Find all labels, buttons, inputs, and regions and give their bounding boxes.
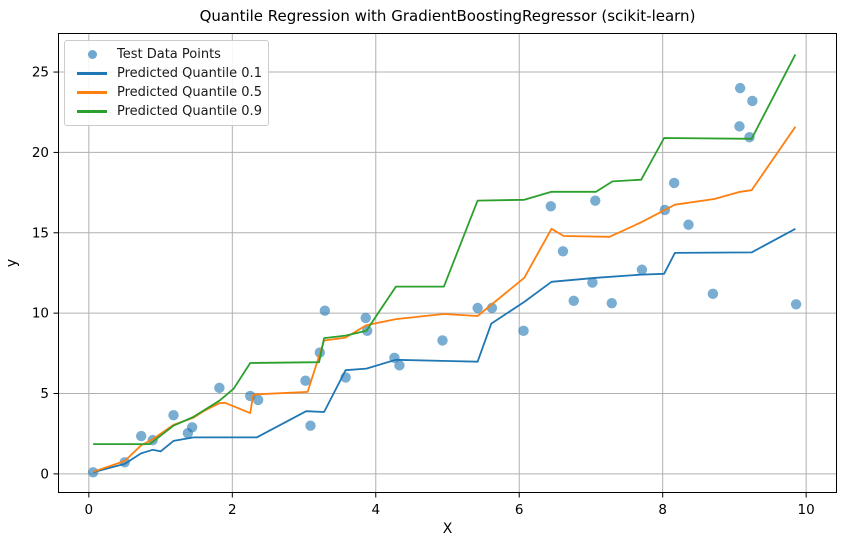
legend-marker-cell — [73, 50, 111, 59]
x-tick-label: 2 — [228, 502, 237, 518]
data-point — [472, 302, 483, 314]
data-point — [734, 82, 746, 94]
data-point — [668, 177, 680, 189]
y-tick-label: 15 — [32, 225, 49, 241]
data-point — [518, 325, 529, 337]
scatter-dot-icon — [87, 50, 97, 59]
legend: Test Data Points Predicted Quantile 0.1 … — [64, 40, 269, 126]
data-point — [557, 246, 569, 257]
x-axis-label: X — [442, 521, 453, 537]
legend-marker-cell — [73, 72, 111, 75]
y-tick-label: 5 — [40, 386, 49, 402]
data-point — [747, 95, 758, 107]
line-sample-q50-icon — [77, 91, 107, 94]
legend-label-quantile-01: Predicted Quantile 0.1 — [117, 66, 262, 81]
data-point — [319, 305, 331, 316]
data-point — [305, 420, 316, 431]
data-point — [252, 394, 264, 406]
data-point — [214, 382, 225, 394]
data-point — [360, 312, 371, 324]
data-point — [394, 360, 405, 371]
y-tick-label: 0 — [40, 466, 49, 482]
data-point — [545, 201, 556, 212]
y-axis-label: y — [4, 258, 20, 268]
data-point — [168, 410, 179, 421]
quantile-line-09 — [93, 53, 797, 445]
x-tick-label: 0 — [85, 502, 94, 518]
legend-item-quantile-01: Predicted Quantile 0.1 — [73, 64, 268, 83]
legend-label-quantile-09: Predicted Quantile 0.9 — [117, 104, 262, 119]
data-point — [568, 295, 579, 306]
data-point — [136, 430, 147, 442]
data-point — [437, 335, 448, 346]
data-point — [734, 121, 745, 132]
data-point — [587, 277, 598, 288]
x-tick-label: 6 — [515, 502, 524, 518]
x-tick-label: 10 — [798, 502, 815, 518]
quantile-line-05 — [92, 126, 797, 473]
legend-item-quantile-09: Predicted Quantile 0.9 — [73, 102, 268, 121]
data-point — [707, 288, 719, 300]
data-point — [186, 422, 198, 433]
data-point — [744, 131, 755, 143]
legend-label-quantile-05: Predicted Quantile 0.5 — [117, 85, 262, 100]
data-point — [790, 299, 802, 310]
data-point — [590, 195, 601, 206]
quantile-line-01 — [92, 228, 796, 474]
x-tick-label: 8 — [658, 502, 667, 518]
axes-spines — [58, 33, 837, 493]
data-point — [300, 375, 311, 386]
legend-marker-cell — [73, 91, 111, 94]
data-point — [636, 264, 648, 275]
data-point — [606, 297, 617, 309]
chart-title: Quantile Regression with GradientBoostin… — [199, 7, 696, 25]
line-sample-q10-icon — [77, 72, 107, 75]
line-sample-q90-icon — [77, 110, 107, 113]
y-tick-label: 20 — [32, 145, 49, 161]
legend-item-test-data: Test Data Points — [73, 45, 268, 64]
y-tick-label: 25 — [32, 65, 49, 81]
legend-marker-cell — [73, 110, 111, 113]
data-point — [683, 219, 694, 230]
legend-label-test-data: Test Data Points — [117, 47, 221, 62]
legend-item-quantile-05: Predicted Quantile 0.5 — [73, 83, 268, 102]
y-tick-label: 10 — [32, 306, 49, 322]
x-tick-label: 4 — [371, 502, 380, 518]
